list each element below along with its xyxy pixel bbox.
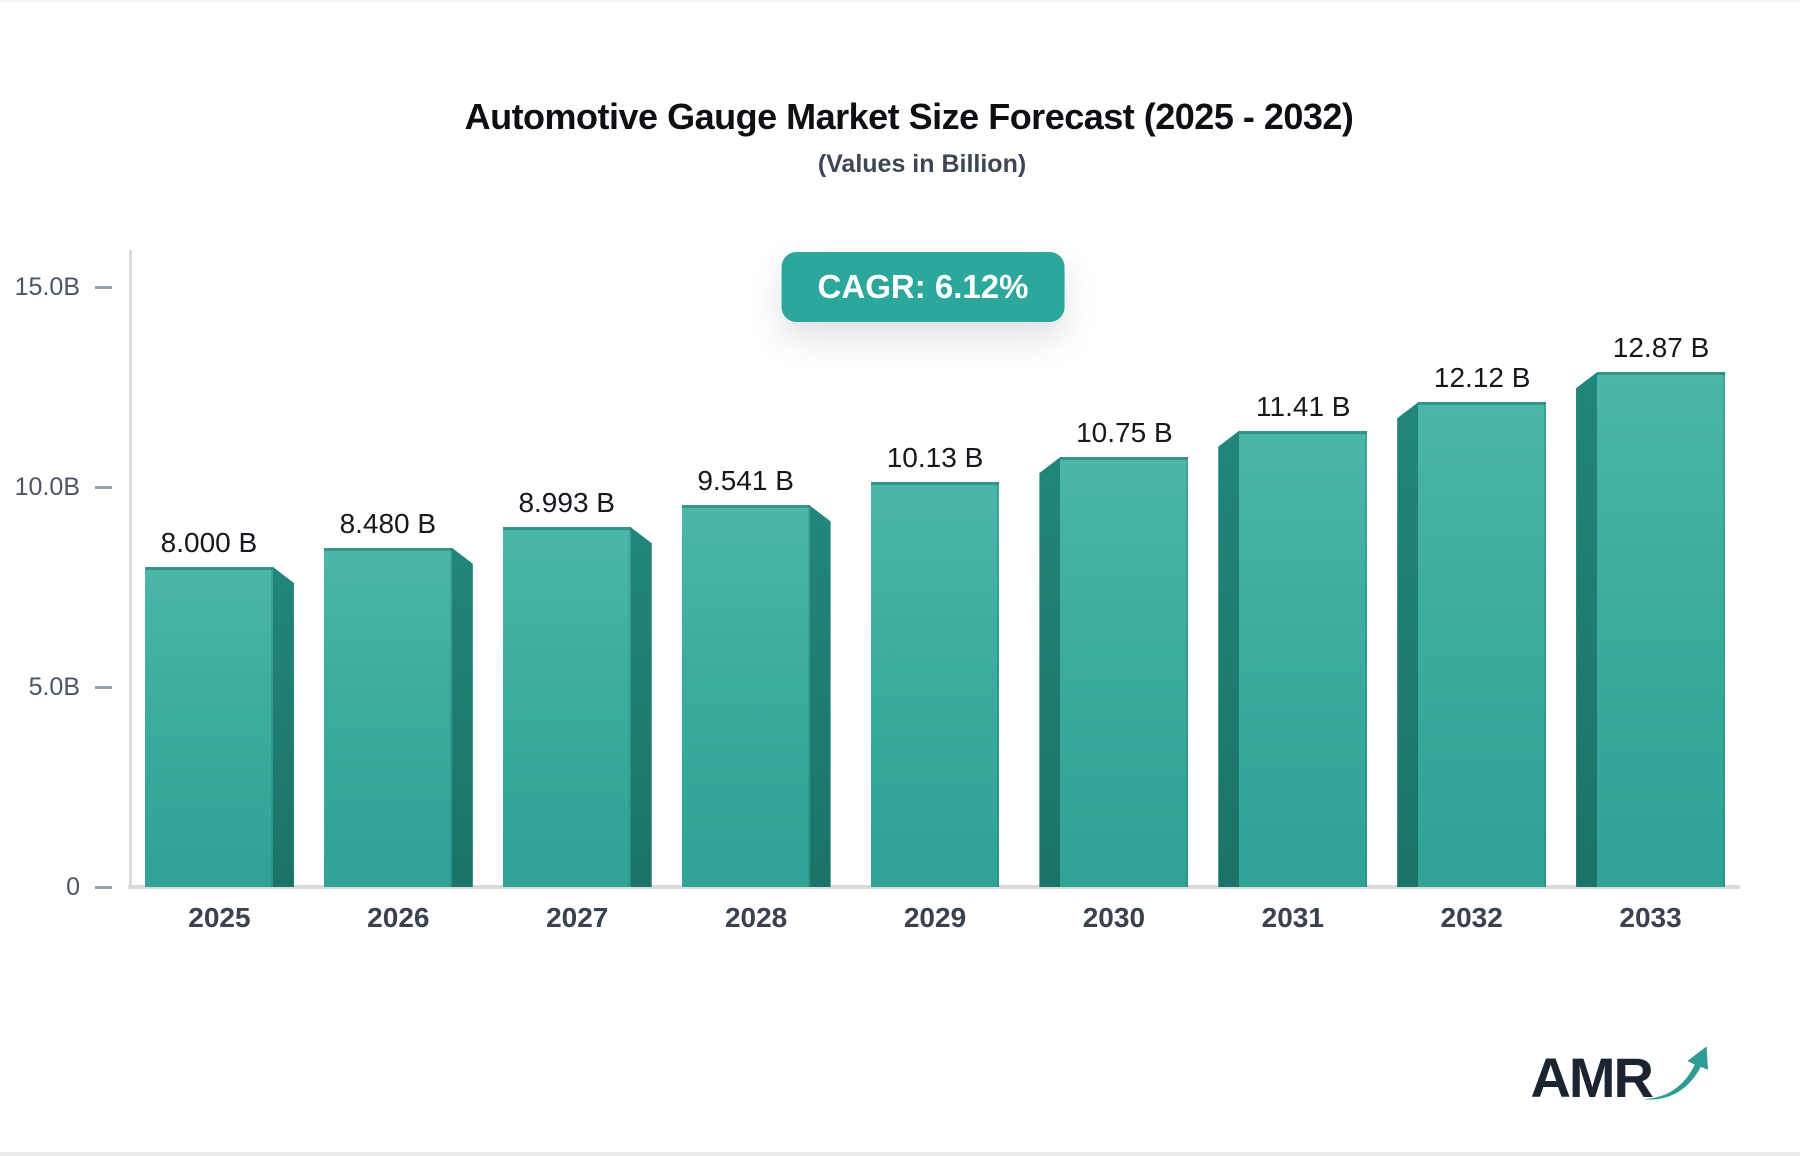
- x-axis-label-2027: 2027: [546, 902, 609, 933]
- x-axis-label-2029: 2029: [903, 902, 967, 933]
- bar-front-face-2028: [681, 505, 810, 887]
- bar-value-label-2033: 12.87 B: [1612, 332, 1710, 364]
- top-border: [0, 0, 1800, 3]
- bottom-border: [0, 1152, 1800, 1156]
- x-axis-label-2026: 2026: [367, 902, 430, 933]
- bar-value-label-2030: 10.75 B: [1076, 417, 1173, 448]
- y-tick-label-5.0B: 5.0B: [28, 673, 80, 701]
- bar-2032: 12.12 B: [1397, 362, 1547, 887]
- bar-2028: 9.541 B: [681, 465, 831, 887]
- amr-logo-text: AMR: [1530, 1046, 1654, 1109]
- bar-value-label-2032: 12.12 B: [1433, 362, 1531, 394]
- chart-subtitle: (Values in Billion): [817, 150, 1027, 178]
- bar-value-label-2031: 11.41 B: [1256, 390, 1351, 422]
- chart-title: Automotive Gauge Market Size Forecast (2…: [464, 96, 1354, 137]
- bar-2030: 10.75 B: [1039, 417, 1189, 887]
- bar-value-label-2027: 8.993 B: [518, 487, 615, 519]
- bar-value-label-2028: 9.541 B: [697, 465, 794, 497]
- bar-front-face-2031: [1239, 430, 1368, 887]
- x-axis-label-2031: 2031: [1261, 902, 1324, 933]
- bar-side-face-2032: [1397, 402, 1419, 887]
- bar-2033: 12.87 B: [1576, 332, 1726, 887]
- bar-2025: 8.000 B: [144, 527, 294, 887]
- bar-front-face-2029: [871, 481, 999, 887]
- bar-value-label-2025: 8.000 B: [160, 527, 258, 558]
- bar-value-label-2029: 10.13 B: [886, 441, 984, 473]
- bar-side-face-2028: [809, 505, 831, 887]
- growth-arrow-icon: [1643, 1046, 1708, 1100]
- x-axis-line: [128, 885, 1740, 889]
- bar-front-face-2032: [1418, 402, 1547, 887]
- y-tick-dash-0: [95, 886, 112, 889]
- bar-2029: 10.13 B: [871, 442, 999, 887]
- bar-value-label-2026: 8.480 B: [339, 507, 437, 539]
- amr-logo: AMR: [1530, 1040, 1708, 1106]
- y-tick-dash-5.0B: [95, 686, 112, 689]
- bar-2031: 11.41 B: [1218, 391, 1368, 887]
- y-axis-line: [129, 250, 132, 889]
- bar-side-face-2031: [1218, 430, 1240, 887]
- y-tick-dash-10.0B: [95, 486, 112, 489]
- bar-front-face-2033: [1597, 372, 1726, 887]
- bar-side-face-2027: [630, 527, 652, 887]
- bar-side-face-2030: [1039, 457, 1061, 887]
- y-tick-label-15.0B: 15.0B: [14, 273, 80, 301]
- bar-front-face-2026: [323, 547, 452, 887]
- bar-front-face-2030: [1060, 457, 1189, 887]
- x-axis-label-2033: 2033: [1619, 902, 1682, 933]
- bar-2027: 8.993 B: [502, 487, 652, 887]
- bar-front-face-2025: [144, 567, 273, 887]
- x-axis-label-2028: 2028: [724, 902, 788, 933]
- cagr-badge: CAGR: 6.12%: [781, 252, 1065, 322]
- bar-front-face-2027: [502, 527, 631, 887]
- x-axis-label-2025: 2025: [188, 902, 251, 933]
- y-tick-dash-15.0B: [95, 286, 112, 289]
- y-tick-label-0: 0: [66, 873, 80, 901]
- bar-side-face-2025: [272, 567, 294, 887]
- y-tick-label-10.0B: 10.0B: [14, 473, 80, 501]
- x-axis-label-2030: 2030: [1082, 902, 1146, 933]
- bar-side-face-2033: [1576, 372, 1598, 887]
- x-axis-label-2032: 2032: [1440, 902, 1503, 933]
- bar-side-face-2026: [451, 547, 473, 887]
- bar-2026: 8.480 B: [323, 508, 473, 887]
